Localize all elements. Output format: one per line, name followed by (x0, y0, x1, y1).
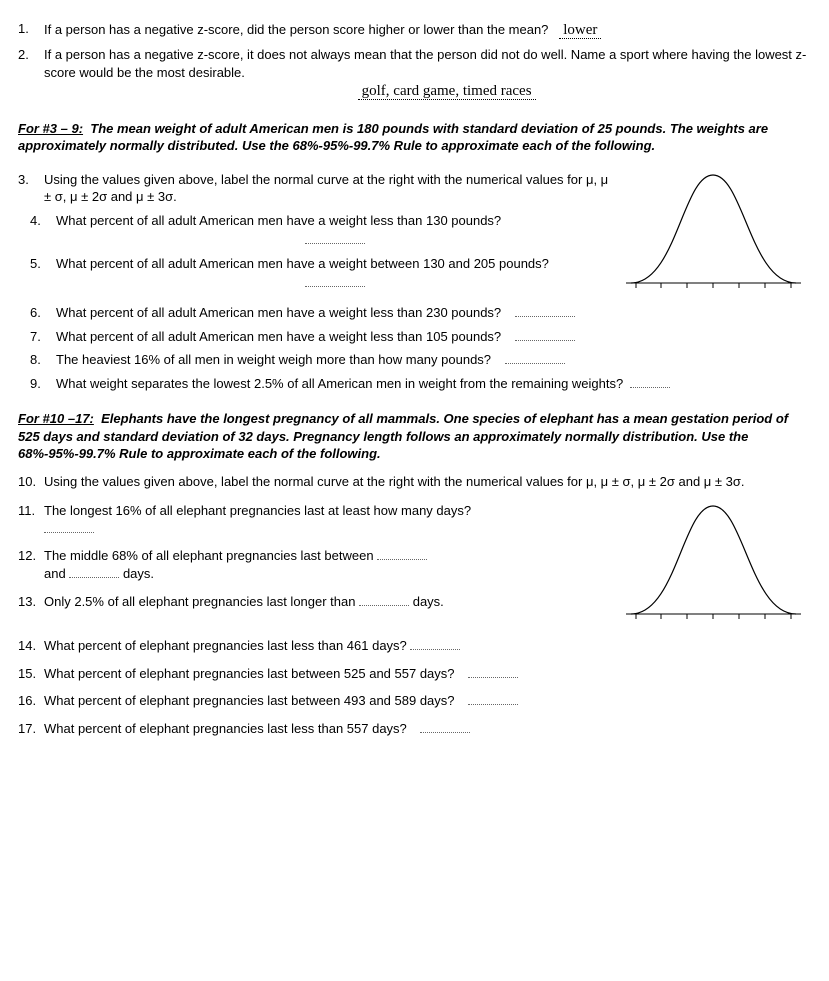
question-number: 7. (30, 328, 56, 346)
q12-prompt-b: and (44, 566, 69, 581)
normal-curve-a (613, 165, 811, 298)
question-text: What weight separates the lowest 2.5% of… (56, 375, 811, 393)
question-6: 6. What percent of all adult American me… (18, 304, 811, 322)
question-text: What percent of elephant pregnancies las… (44, 665, 811, 683)
blank-line (515, 328, 575, 341)
question-15: 15. What percent of elephant pregnancies… (18, 665, 811, 683)
blank-line (515, 304, 575, 317)
q4-prompt: What percent of all adult American men h… (56, 213, 501, 228)
blank-line (420, 720, 470, 733)
section-b-block: 11. The longest 16% of all elephant preg… (18, 496, 811, 629)
blank-line (630, 377, 670, 388)
q16-prompt: What percent of elephant pregnancies las… (44, 693, 455, 708)
question-text: What percent of elephant pregnancies las… (44, 720, 811, 738)
section-a-note: For #3 – 9: The mean weight of adult Ame… (18, 120, 811, 155)
question-11: 11. The longest 16% of all elephant preg… (18, 502, 613, 537)
question-text: What percent of all adult American men h… (56, 304, 811, 322)
blank-line (359, 595, 409, 606)
question-text: Using the values given above, label the … (44, 473, 811, 491)
q15-prompt: What percent of elephant pregnancies las… (44, 666, 455, 681)
question-text: If a person has a negative z-score, did … (44, 20, 811, 40)
question-number: 12. (18, 547, 44, 582)
question-number: 14. (18, 637, 44, 655)
question-text: What percent of elephant pregnancies las… (44, 637, 811, 655)
q2-prompt: If a person has a negative z-score, it d… (44, 47, 806, 80)
section-a-label: For #3 – 9: (18, 121, 83, 136)
question-text: What percent of all adult American men h… (56, 255, 613, 292)
question-text: What percent of all adult American men h… (56, 212, 613, 249)
blank-line (468, 665, 518, 678)
question-13: 13. Only 2.5% of all elephant pregnancie… (18, 593, 613, 611)
question-number: 13. (18, 593, 44, 611)
bell-curve-path (631, 506, 796, 614)
question-14: 14. What percent of elephant pregnancies… (18, 637, 811, 655)
q2-answer: golf, card game, timed races (358, 83, 536, 100)
question-number: 11. (18, 502, 44, 537)
q14-prompt: What percent of elephant pregnancies las… (44, 638, 410, 653)
question-number: 5. (30, 255, 56, 292)
question-number: 3. (18, 171, 44, 206)
question-2: 2. If a person has a negative z-score, i… (18, 46, 811, 101)
question-5: 5. What percent of all adult American me… (18, 255, 613, 292)
question-4: 4. What percent of all adult American me… (18, 212, 613, 249)
question-text: Using the values given above, label the … (44, 171, 613, 206)
question-12: 12. The middle 68% of all elephant pregn… (18, 547, 613, 582)
normal-curve-b (613, 496, 811, 629)
question-number: 2. (18, 46, 44, 101)
blank-line (305, 276, 365, 287)
q9-prompt: What weight separates the lowest 2.5% of… (56, 376, 623, 391)
question-number: 10. (18, 473, 44, 491)
q1-prompt: If a person has a negative z-score, did … (44, 22, 548, 37)
question-7: 7. What percent of all adult American me… (18, 328, 811, 346)
blank-line (410, 639, 460, 650)
axis-ticks (636, 614, 791, 619)
blank-line (468, 693, 518, 706)
q17-prompt: What percent of elephant pregnancies las… (44, 721, 407, 736)
section-b-note: For #10 –17: Elephants have the longest … (18, 410, 811, 463)
question-text: The heaviest 16% of all men in weight we… (56, 351, 811, 369)
question-number: 6. (30, 304, 56, 322)
question-text: The longest 16% of all elephant pregnanc… (44, 502, 613, 537)
section-a-block: 3. Using the values given above, label t… (18, 165, 811, 298)
question-3: 3. Using the values given above, label t… (18, 171, 613, 206)
question-number: 9. (30, 375, 56, 393)
q5-prompt: What percent of all adult American men h… (56, 256, 549, 271)
question-number: 15. (18, 665, 44, 683)
question-8: 8. The heaviest 16% of all men in weight… (18, 351, 811, 369)
question-16: 16. What percent of elephant pregnancies… (18, 692, 811, 710)
question-number: 4. (30, 212, 56, 249)
bell-curve-path (631, 175, 796, 283)
q11-prompt: The longest 16% of all elephant pregnanc… (44, 503, 471, 518)
question-number: 16. (18, 692, 44, 710)
blank-line (69, 567, 119, 578)
section-a-text: The mean weight of adult American men is… (18, 121, 768, 154)
blank-line (44, 522, 94, 533)
question-1: 1. If a person has a negative z-score, d… (18, 20, 811, 40)
q12-prompt-c: days. (123, 566, 154, 581)
blank-line (377, 549, 427, 560)
blank-line (505, 351, 565, 364)
q6-prompt: What percent of all adult American men h… (56, 305, 501, 320)
question-number: 17. (18, 720, 44, 738)
axis-ticks (636, 283, 791, 288)
q8-prompt: The heaviest 16% of all men in weight we… (56, 352, 491, 367)
question-text: What percent of elephant pregnancies las… (44, 692, 811, 710)
question-10: 10. Using the values given above, label … (18, 473, 811, 491)
question-text: The middle 68% of all elephant pregnanci… (44, 547, 613, 582)
section-b-text: Elephants have the longest pregnancy of … (18, 411, 788, 461)
question-9: 9. What weight separates the lowest 2.5%… (18, 375, 811, 393)
q13-prompt-b: days. (413, 594, 444, 609)
question-text: If a person has a negative z-score, it d… (44, 46, 811, 101)
blank-line (305, 233, 365, 244)
question-text: What percent of all adult American men h… (56, 328, 811, 346)
question-number: 8. (30, 351, 56, 369)
q1-answer: lower (559, 22, 601, 39)
question-text: Only 2.5% of all elephant pregnancies la… (44, 593, 613, 611)
q12-prompt-a: The middle 68% of all elephant pregnanci… (44, 548, 377, 563)
question-17: 17. What percent of elephant pregnancies… (18, 720, 811, 738)
q13-prompt-a: Only 2.5% of all elephant pregnancies la… (44, 594, 359, 609)
q7-prompt: What percent of all adult American men h… (56, 329, 501, 344)
question-number: 1. (18, 20, 44, 40)
section-b-label: For #10 –17: (18, 411, 94, 426)
